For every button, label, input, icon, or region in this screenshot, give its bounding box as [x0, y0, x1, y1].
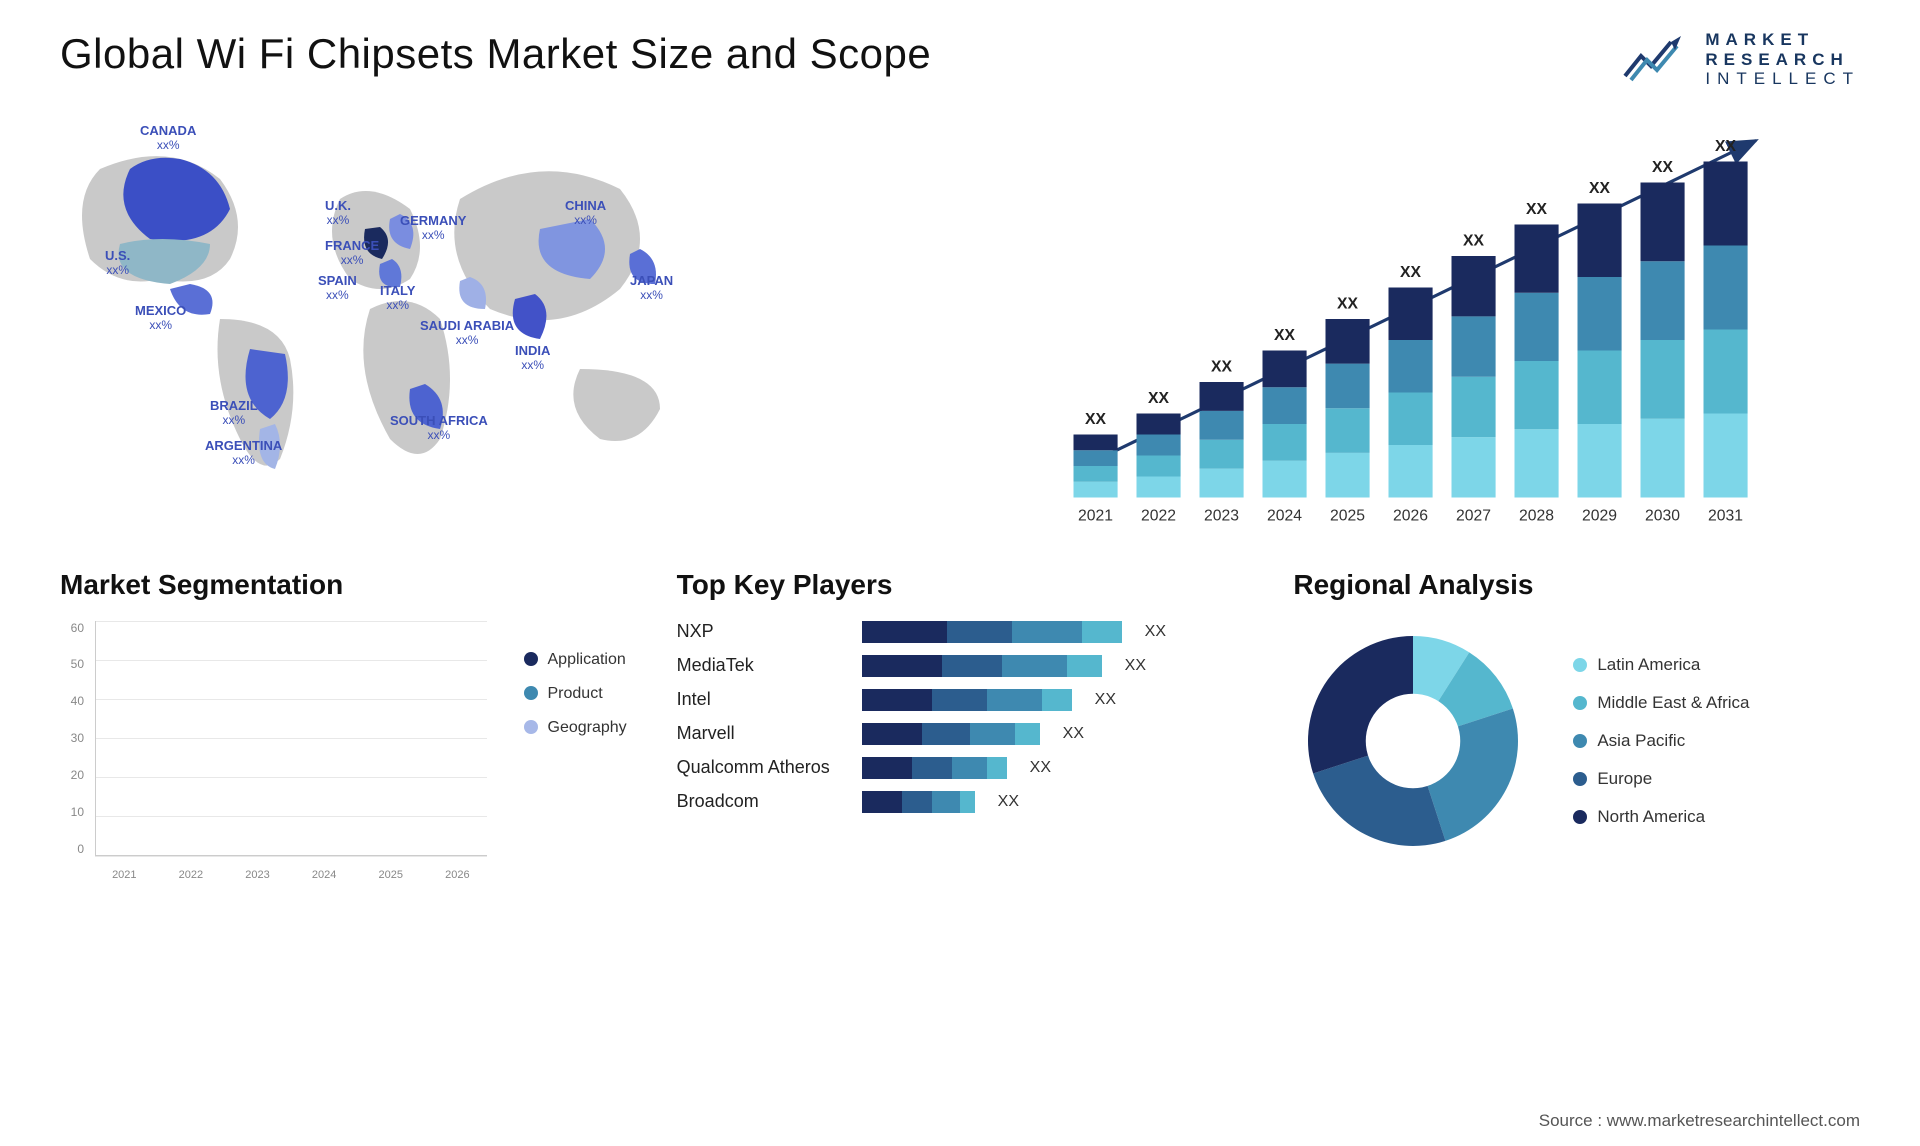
player-bar — [862, 689, 1072, 711]
segmentation-chart: 6050403020100 202120222023202420252026 A… — [60, 621, 627, 881]
regional-legend-item: North America — [1573, 807, 1749, 827]
svg-text:2031: 2031 — [1708, 507, 1743, 524]
growth-bar-chart: XX 2021 XX 2022 XX 2023 XX 2024 XX 2025 XX 2026 XX 20… — [980, 109, 1860, 529]
segmentation-title: Market Segmentation — [60, 569, 627, 601]
player-value: XX — [998, 793, 1019, 811]
map-label: FRANCExx% — [325, 239, 379, 268]
svg-text:XX: XX — [1463, 232, 1484, 249]
regional-legend-item: Middle East & Africa — [1573, 693, 1749, 713]
logo-line2: RESEARCH — [1705, 50, 1860, 70]
player-row: Qualcomm Atheros XX — [677, 757, 1244, 779]
svg-text:XX: XX — [1400, 264, 1421, 281]
svg-text:XX: XX — [1148, 390, 1169, 407]
player-row: NXP XX — [677, 621, 1244, 643]
svg-text:XX: XX — [1652, 159, 1673, 176]
map-label: CHINAxx% — [565, 199, 606, 228]
map-label: ARGENTINAxx% — [205, 439, 282, 468]
svg-text:2028: 2028 — [1519, 507, 1554, 524]
svg-text:XX: XX — [1274, 327, 1295, 344]
regional-legend-item: Asia Pacific — [1573, 731, 1749, 751]
player-bar — [862, 723, 1040, 745]
player-name: MediaTek — [677, 655, 847, 676]
map-label: SPAINxx% — [318, 274, 357, 303]
svg-text:2021: 2021 — [1078, 507, 1113, 524]
svg-text:2030: 2030 — [1645, 507, 1680, 524]
map-label: U.S.xx% — [105, 249, 130, 278]
regional-donut — [1293, 621, 1533, 861]
player-row: MediaTek XX — [677, 655, 1244, 677]
player-name: Qualcomm Atheros — [677, 757, 847, 778]
player-value: XX — [1063, 725, 1084, 743]
map-label: INDIAxx% — [515, 344, 550, 373]
player-name: NXP — [677, 621, 847, 642]
player-value: XX — [1030, 759, 1051, 777]
player-value: XX — [1125, 657, 1146, 675]
regional-legend-item: Europe — [1573, 769, 1749, 789]
map-label: U.K.xx% — [325, 199, 351, 228]
svg-text:2022: 2022 — [1141, 507, 1176, 524]
players-title: Top Key Players — [677, 569, 1244, 601]
player-row: Intel XX — [677, 689, 1244, 711]
map-label: CANADAxx% — [140, 124, 196, 153]
seg-legend-item: Product — [524, 685, 627, 703]
logo-line1: MARKET — [1705, 30, 1860, 50]
logo-line3: INTELLECT — [1705, 69, 1860, 89]
map-label: ITALYxx% — [380, 284, 415, 313]
map-label: BRAZILxx% — [210, 399, 258, 428]
regional-section: Regional Analysis Latin America Middle Ea… — [1293, 569, 1860, 881]
player-value: XX — [1095, 691, 1116, 709]
svg-text:2025: 2025 — [1330, 507, 1365, 524]
svg-text:XX: XX — [1589, 180, 1610, 197]
map-label: SOUTH AFRICAxx% — [390, 414, 488, 443]
brand-logo: MARKET RESEARCH INTELLECT — [1623, 30, 1860, 89]
svg-text:XX: XX — [1337, 295, 1358, 312]
logo-mark-icon — [1623, 34, 1693, 84]
page-title: Global Wi Fi Chipsets Market Size and Sc… — [60, 30, 931, 78]
svg-text:2027: 2027 — [1456, 507, 1491, 524]
player-bar — [862, 757, 1007, 779]
player-row: Marvell XX — [677, 723, 1244, 745]
seg-legend-item: Geography — [524, 719, 627, 737]
map-label: JAPANxx% — [630, 274, 673, 303]
world-map: CANADAxx% U.S.xx% MEXICOxx% BRAZILxx% ARGENT… — [60, 109, 940, 529]
player-value: XX — [1145, 623, 1166, 641]
player-bar — [862, 791, 975, 813]
svg-text:XX: XX — [1211, 358, 1232, 375]
player-row: Broadcom XX — [677, 791, 1244, 813]
svg-text:2024: 2024 — [1267, 507, 1302, 524]
player-name: Broadcom — [677, 791, 847, 812]
map-label: SAUDI ARABIAxx% — [420, 319, 514, 348]
map-label: GERMANYxx% — [400, 214, 466, 243]
svg-text:2026: 2026 — [1393, 507, 1428, 524]
svg-text:2029: 2029 — [1582, 507, 1617, 524]
svg-text:XX: XX — [1526, 201, 1547, 218]
svg-text:2023: 2023 — [1204, 507, 1239, 524]
svg-text:XX: XX — [1715, 138, 1736, 155]
svg-text:XX: XX — [1085, 411, 1106, 428]
players-section: Top Key Players NXPXXMediaTekXXIntelXXMa… — [677, 569, 1244, 881]
footer-source: Source : www.marketresearchintellect.com — [1539, 1111, 1860, 1131]
seg-legend-item: Application — [524, 651, 627, 669]
player-name: Intel — [677, 689, 847, 710]
regional-title: Regional Analysis — [1293, 569, 1860, 601]
segmentation-section: Market Segmentation 6050403020100 202120… — [60, 569, 627, 881]
player-bar — [862, 655, 1102, 677]
regional-legend-item: Latin America — [1573, 655, 1749, 675]
player-name: Marvell — [677, 723, 847, 744]
player-bar — [862, 621, 1122, 643]
map-label: MEXICOxx% — [135, 304, 186, 333]
